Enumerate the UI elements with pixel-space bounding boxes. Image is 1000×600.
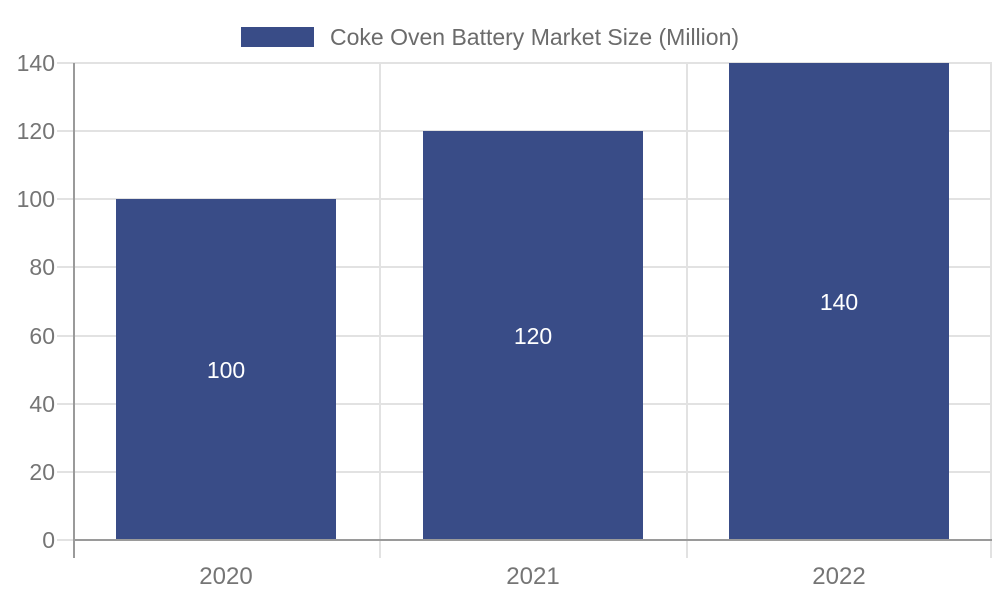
x-axis-line	[73, 539, 992, 541]
y-axis-label: 60	[29, 323, 55, 349]
y-tick	[57, 403, 73, 405]
legend-swatch-icon	[241, 27, 314, 47]
x-axis-label: 2020	[199, 563, 253, 590]
bar-value-label: 120	[513, 322, 553, 349]
y-tick	[57, 471, 73, 473]
y-tick	[57, 539, 73, 541]
y-tick	[57, 198, 73, 200]
bar-value-label: 140	[819, 288, 859, 315]
y-axis-label: 120	[16, 118, 55, 144]
y-gridline	[73, 62, 992, 64]
y-tick	[57, 62, 73, 64]
y-tick	[57, 335, 73, 337]
x-axis-label: 2021	[506, 563, 560, 590]
bar-2021: 120	[423, 131, 643, 540]
plot-area: 0 20 40 60 80 100 120 140 100 2020 120 2021 140 2022	[17, 51, 992, 590]
y-axis-label: 0	[42, 527, 55, 553]
y-axis-label: 40	[29, 391, 55, 417]
legend-label: Coke Oven Battery Market Size (Million)	[330, 24, 740, 50]
y-axis-label: 140	[16, 50, 55, 76]
category-boundary-line	[990, 63, 992, 558]
category-boundary-line	[686, 63, 688, 558]
category-boundary-line	[379, 63, 381, 558]
y-axis-label: 20	[29, 459, 55, 485]
y-tick	[57, 130, 73, 132]
bar-2020: 100	[116, 199, 336, 540]
y-axis-label: 80	[29, 254, 55, 280]
bar-2022: 140	[729, 63, 949, 540]
bar-value-label: 100	[206, 356, 246, 383]
x-axis-label: 2022	[812, 563, 866, 590]
y-tick	[57, 266, 73, 268]
y-axis-label: 100	[16, 186, 55, 212]
y-axis-line	[73, 63, 75, 558]
chart-legend: Coke Oven Battery Market Size (Million)	[241, 24, 739, 50]
